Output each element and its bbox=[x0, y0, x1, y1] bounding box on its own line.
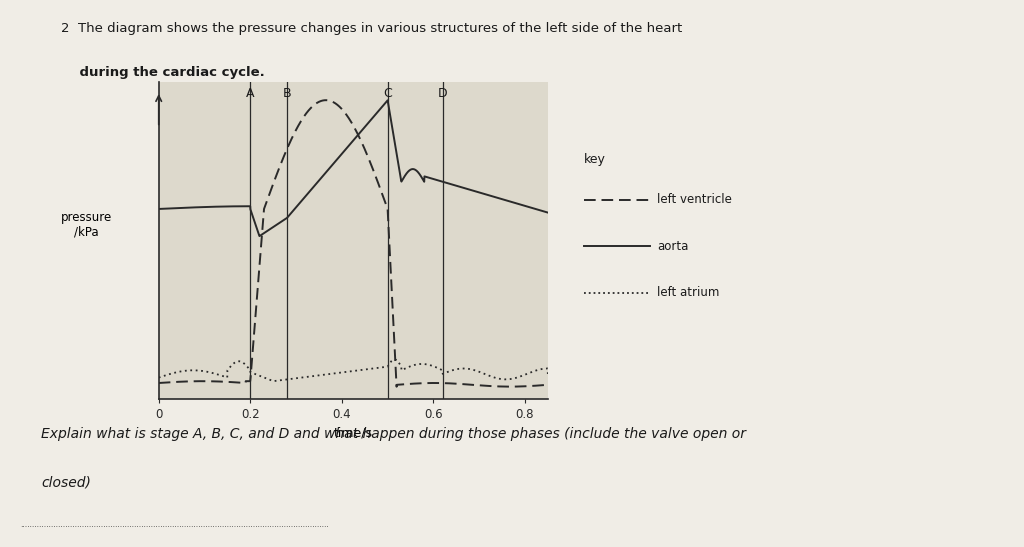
Text: ................................................................................: ........................................… bbox=[20, 520, 330, 528]
Text: left atrium: left atrium bbox=[657, 286, 720, 299]
Text: C: C bbox=[383, 87, 392, 100]
Text: key: key bbox=[584, 153, 605, 166]
Text: Explain what is stage A, B, C, and D and what happen during those phases (includ: Explain what is stage A, B, C, and D and… bbox=[41, 427, 745, 441]
X-axis label: time/s: time/s bbox=[334, 427, 373, 440]
Text: D: D bbox=[437, 87, 447, 100]
Text: A: A bbox=[246, 87, 255, 100]
Y-axis label: pressure
/kPa: pressure /kPa bbox=[60, 211, 112, 239]
Text: B: B bbox=[283, 87, 291, 100]
Text: left ventricle: left ventricle bbox=[657, 193, 732, 206]
Text: closed): closed) bbox=[41, 476, 91, 490]
Text: during the cardiac cycle.: during the cardiac cycle. bbox=[61, 66, 265, 79]
Text: 2  The diagram shows the pressure changes in various structures of the left side: 2 The diagram shows the pressure changes… bbox=[61, 22, 683, 35]
Text: aorta: aorta bbox=[657, 240, 689, 253]
